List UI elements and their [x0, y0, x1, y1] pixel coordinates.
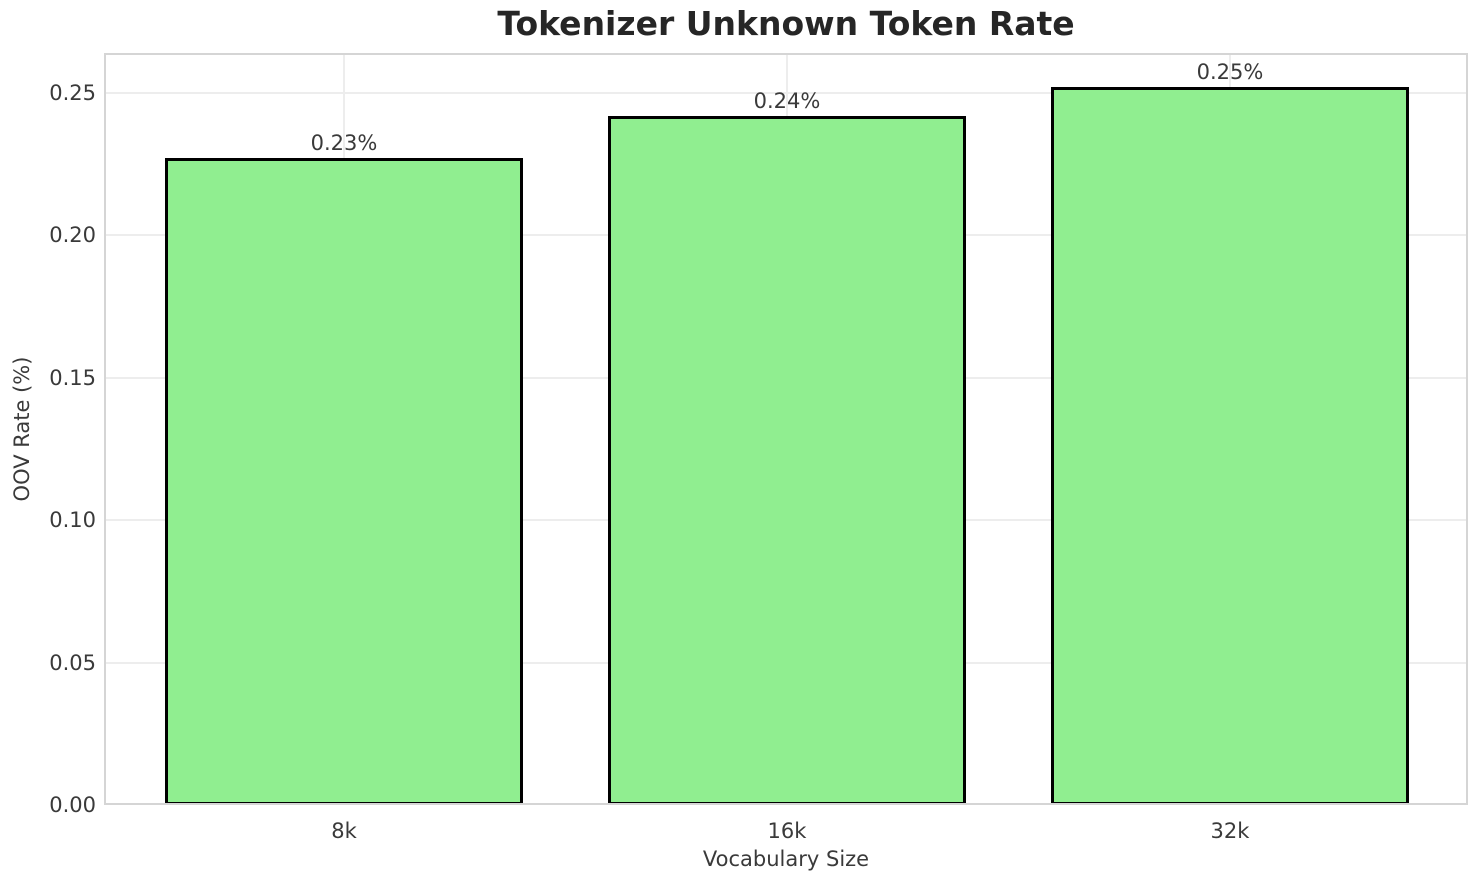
bar-32k	[1051, 87, 1409, 805]
y-tick-label: 0.15	[49, 365, 96, 390]
y-tick-label: 0.05	[49, 650, 96, 675]
y-tick-label: 0.00	[49, 793, 96, 817]
bar-value-label: 0.25%	[1196, 60, 1264, 85]
bar-value-label: 0.23%	[310, 131, 378, 156]
x-tick-label: 32k	[1210, 819, 1250, 843]
y-tick-label: 0.25	[49, 80, 96, 105]
plot-area	[104, 53, 1468, 805]
y-tick-label: 0.10	[49, 508, 96, 533]
x-tick-label: 8k	[331, 819, 357, 843]
y-tick-label: 0.20	[49, 223, 96, 248]
bar-8k	[165, 158, 523, 805]
chart-title: Tokenizer Unknown Token Rate	[497, 4, 1075, 43]
bar-value-label: 0.24%	[753, 88, 821, 113]
bar-16k	[608, 115, 966, 805]
x-axis-label: Vocabulary Size	[702, 847, 870, 871]
x-tick-label: 16k	[767, 819, 807, 843]
